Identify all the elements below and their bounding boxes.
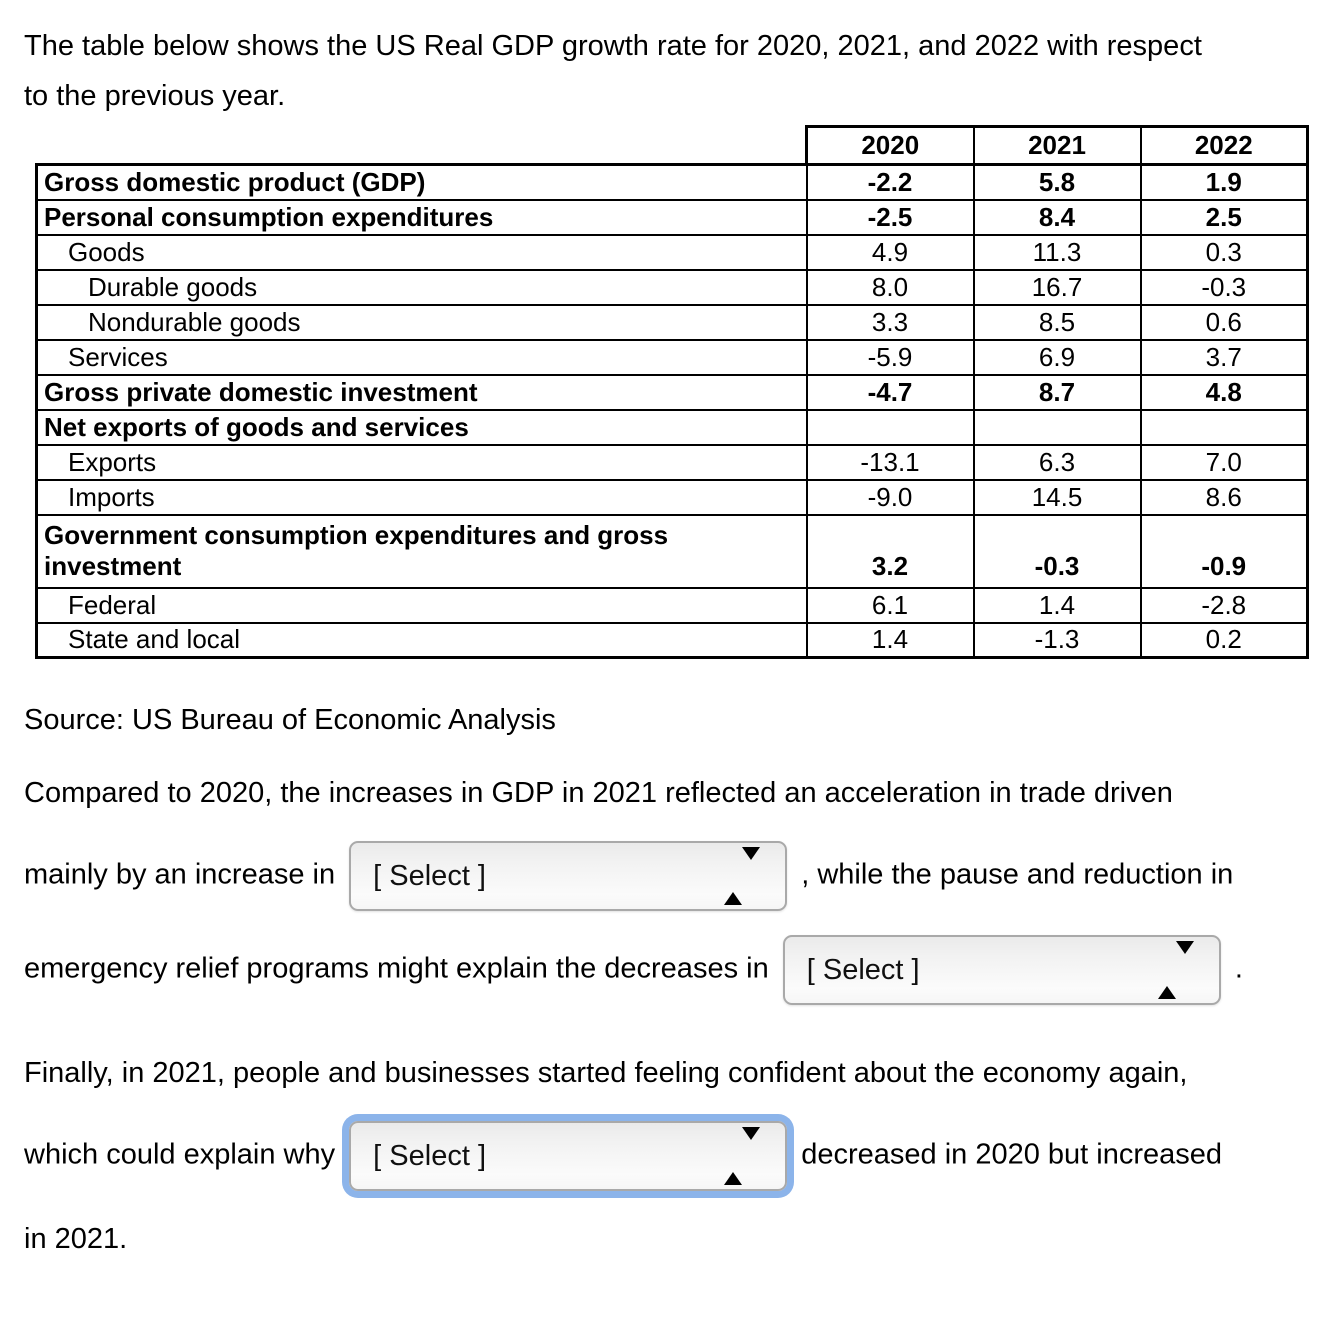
select-dropdown-1[interactable]: [ Select ] — [349, 840, 788, 912]
table-row: Services -5.9 6.9 3.7 — [35, 338, 1309, 376]
row-value: -1.3 — [972, 621, 1142, 659]
row-value: 0.3 — [1139, 233, 1309, 271]
confidence-text-2: decreased in 2020 but increased in 2021. — [24, 1138, 1223, 1255]
arrow-up-icon — [724, 1140, 743, 1185]
row-value: 6.9 — [972, 338, 1142, 376]
fill-in-paragraph-confidence: Finally, in 2021, people and businesses … — [24, 1037, 1312, 1275]
row-value: -13.1 — [805, 443, 975, 481]
trade-text-2: , while the pause and reduction in emerg… — [24, 858, 1234, 985]
row-value: -4.7 — [805, 373, 975, 411]
table-row: Government consumption expenditures and … — [35, 513, 1309, 589]
blank-header-cell — [37, 127, 807, 165]
select-dropdown-2[interactable]: [ Select ] — [782, 934, 1221, 1006]
row-value: 8.6 — [1139, 478, 1309, 516]
row-value: 3.2 — [805, 513, 975, 589]
row-value: 14.5 — [972, 478, 1142, 516]
col-header-2020: 2020 — [805, 125, 975, 166]
row-value — [1139, 408, 1309, 446]
col-header-2021: 2021 — [972, 125, 1142, 166]
row-value: 6.3 — [972, 443, 1142, 481]
confidence-text-1: Finally, in 2021, people and businesses … — [24, 1057, 1188, 1171]
row-value: -9.0 — [805, 478, 975, 516]
table-row: Exports -13.1 6.3 7.0 — [35, 443, 1309, 481]
row-value: 4.8 — [1139, 373, 1309, 411]
select-3-label: [ Select ] — [373, 1140, 486, 1172]
arrow-up-icon — [724, 860, 743, 905]
gdp-table-body: Gross domestic product (GDP) -2.2 5.8 1.9 Pe… — [35, 163, 1309, 659]
row-label: Exports — [35, 443, 808, 481]
table-row: Net exports of goods and services — [35, 408, 1309, 446]
row-label: Federal — [35, 586, 808, 624]
row-value: 1.9 — [1139, 163, 1309, 201]
row-label: Personal consumption expenditures — [35, 198, 808, 236]
table-row: State and local 1.4 -1.3 0.2 — [35, 621, 1309, 659]
arrow-down-icon — [742, 1127, 761, 1172]
gdp-growth-table: 2020 2021 2022 Gross domestic product (G… — [35, 125, 1309, 659]
row-label: Gross private domestic investment — [35, 373, 808, 411]
dropdown-arrows-icon — [1157, 934, 1194, 1006]
row-value: -2.8 — [1139, 586, 1309, 624]
row-value: 1.4 — [805, 621, 975, 659]
source-text: Source: US Bureau of Economic Analysis — [24, 704, 556, 736]
row-value: 16.7 — [972, 268, 1142, 306]
row-value: -0.3 — [1139, 268, 1309, 306]
row-label: Durable goods — [35, 268, 808, 306]
table-row: Durable goods 8.0 16.7 -0.3 — [35, 268, 1309, 306]
row-value: 0.6 — [1139, 303, 1309, 341]
row-value — [805, 408, 975, 446]
row-value: 1.4 — [972, 586, 1142, 624]
intro-text: The table below shows the US Real GDP gr… — [24, 30, 1202, 112]
row-value: 8.5 — [972, 303, 1142, 341]
row-value: 11.3 — [972, 233, 1142, 271]
row-value: 2.5 — [1139, 198, 1309, 236]
dropdown-arrows-icon — [724, 840, 761, 912]
fill-in-paragraph-trade: Compared to 2020, the increases in GDP i… — [24, 757, 1312, 1017]
row-value — [972, 408, 1142, 446]
row-label: Government consumption expenditures and … — [35, 513, 808, 589]
row-label: Services — [35, 338, 808, 376]
table-row: Gross domestic product (GDP) -2.2 5.8 1.9 — [35, 163, 1309, 201]
row-label: Net exports of goods and services — [35, 408, 808, 446]
trade-text-1: Compared to 2020, the increases in GDP i… — [24, 777, 1173, 891]
table-row: Federal 6.1 1.4 -2.8 — [35, 586, 1309, 624]
row-label: Goods — [35, 233, 808, 271]
row-value: -0.3 — [972, 513, 1142, 589]
table-row: Gross private domestic investment -4.7 8.7… — [35, 373, 1309, 411]
row-label: Nondurable goods — [35, 303, 808, 341]
row-value: 8.4 — [972, 198, 1142, 236]
arrow-down-icon — [742, 847, 761, 892]
row-label: Gross domestic product (GDP) — [35, 163, 808, 201]
row-value: 8.7 — [972, 373, 1142, 411]
select-1-label: [ Select ] — [373, 860, 486, 892]
table-row: Imports -9.0 14.5 8.6 — [35, 478, 1309, 516]
row-value: 0.2 — [1139, 621, 1309, 659]
col-header-2022: 2022 — [1139, 125, 1309, 166]
arrow-down-icon — [1175, 941, 1194, 986]
arrow-up-icon — [1157, 954, 1176, 999]
row-value: -5.9 — [805, 338, 975, 376]
table-row: Goods 4.9 11.3 0.3 — [35, 233, 1309, 271]
row-value: 3.3 — [805, 303, 975, 341]
row-value: 6.1 — [805, 586, 975, 624]
dropdown-arrows-icon — [724, 1120, 761, 1192]
trade-text-3: . — [1226, 952, 1243, 985]
select-dropdown-3[interactable]: [ Select ] — [349, 1120, 788, 1192]
row-value: -2.5 — [805, 198, 975, 236]
row-value: 4.9 — [805, 233, 975, 271]
row-value: 7.0 — [1139, 443, 1309, 481]
table-header-row: 2020 2021 2022 — [37, 125, 1309, 166]
row-value: -2.2 — [805, 163, 975, 201]
row-value: 3.7 — [1139, 338, 1309, 376]
row-value: -0.9 — [1139, 513, 1309, 589]
row-value: 5.8 — [972, 163, 1142, 201]
table-row: Nondurable goods 3.3 8.5 0.6 — [35, 303, 1309, 341]
select-2-label: [ Select ] — [806, 954, 920, 986]
row-label: Imports — [35, 478, 808, 516]
row-label: State and local — [35, 621, 808, 659]
table-row: Personal consumption expenditures -2.5 8.4… — [35, 198, 1309, 236]
row-value: 8.0 — [805, 268, 975, 306]
